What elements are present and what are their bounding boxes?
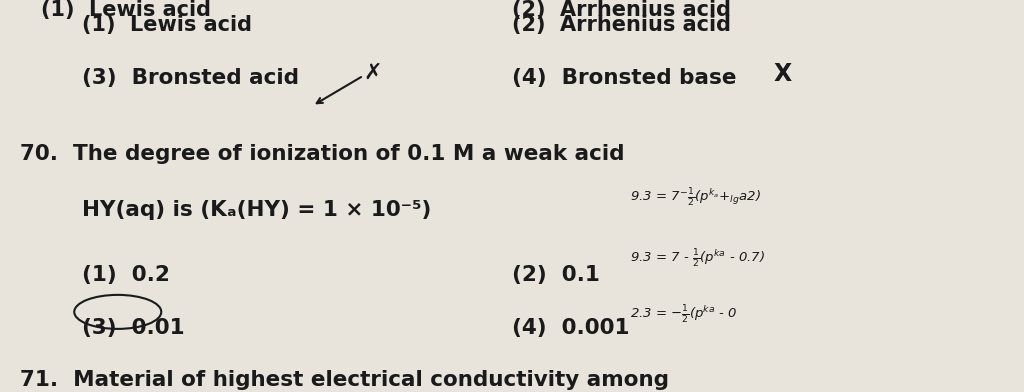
Text: (4)  0.001: (4) 0.001: [512, 318, 630, 338]
Text: (4)  Bronsted base: (4) Bronsted base: [512, 68, 736, 88]
Text: (3)  0.01: (3) 0.01: [82, 318, 184, 338]
Text: 71.  Material of highest electrical conductivity among: 71. Material of highest electrical condu…: [20, 370, 670, 390]
Text: 2.3 = $-\frac{1}{2}$(p$^{ka}$ - 0: 2.3 = $-\frac{1}{2}$(p$^{ka}$ - 0: [630, 304, 737, 327]
Text: 9.3 = 7 - $\frac{1}{2}$(p$^{ka}$ - 0.7): 9.3 = 7 - $\frac{1}{2}$(p$^{ka}$ - 0.7): [630, 248, 765, 270]
Text: X: X: [773, 62, 792, 86]
Text: (2)  Arrhenius acid: (2) Arrhenius acid: [512, 0, 731, 20]
Text: (1)  Lewis acid: (1) Lewis acid: [82, 15, 252, 35]
Text: (2)  0.1: (2) 0.1: [512, 265, 600, 285]
Text: (3)  Bronsted acid: (3) Bronsted acid: [82, 68, 299, 88]
Text: 70.  The degree of ionization of 0.1 M a weak acid: 70. The degree of ionization of 0.1 M a …: [20, 143, 625, 163]
Text: (1)  0.2: (1) 0.2: [82, 265, 170, 285]
Text: HY(aq) is (Kₐ(HY) = 1 × 10⁻⁵): HY(aq) is (Kₐ(HY) = 1 × 10⁻⁵): [82, 200, 431, 220]
Text: ✗: ✗: [364, 62, 382, 82]
Text: 9.3 = 7$^{-}$$\frac{1}{2}$(p$^{k_a}$+$_{lg}$a2): 9.3 = 7$^{-}$$\frac{1}{2}$(p$^{k_a}$+$_{…: [630, 187, 761, 209]
Text: (1)  Lewis acid: (1) Lewis acid: [41, 0, 211, 20]
Text: (2)  Arrhenius acid: (2) Arrhenius acid: [512, 15, 731, 35]
